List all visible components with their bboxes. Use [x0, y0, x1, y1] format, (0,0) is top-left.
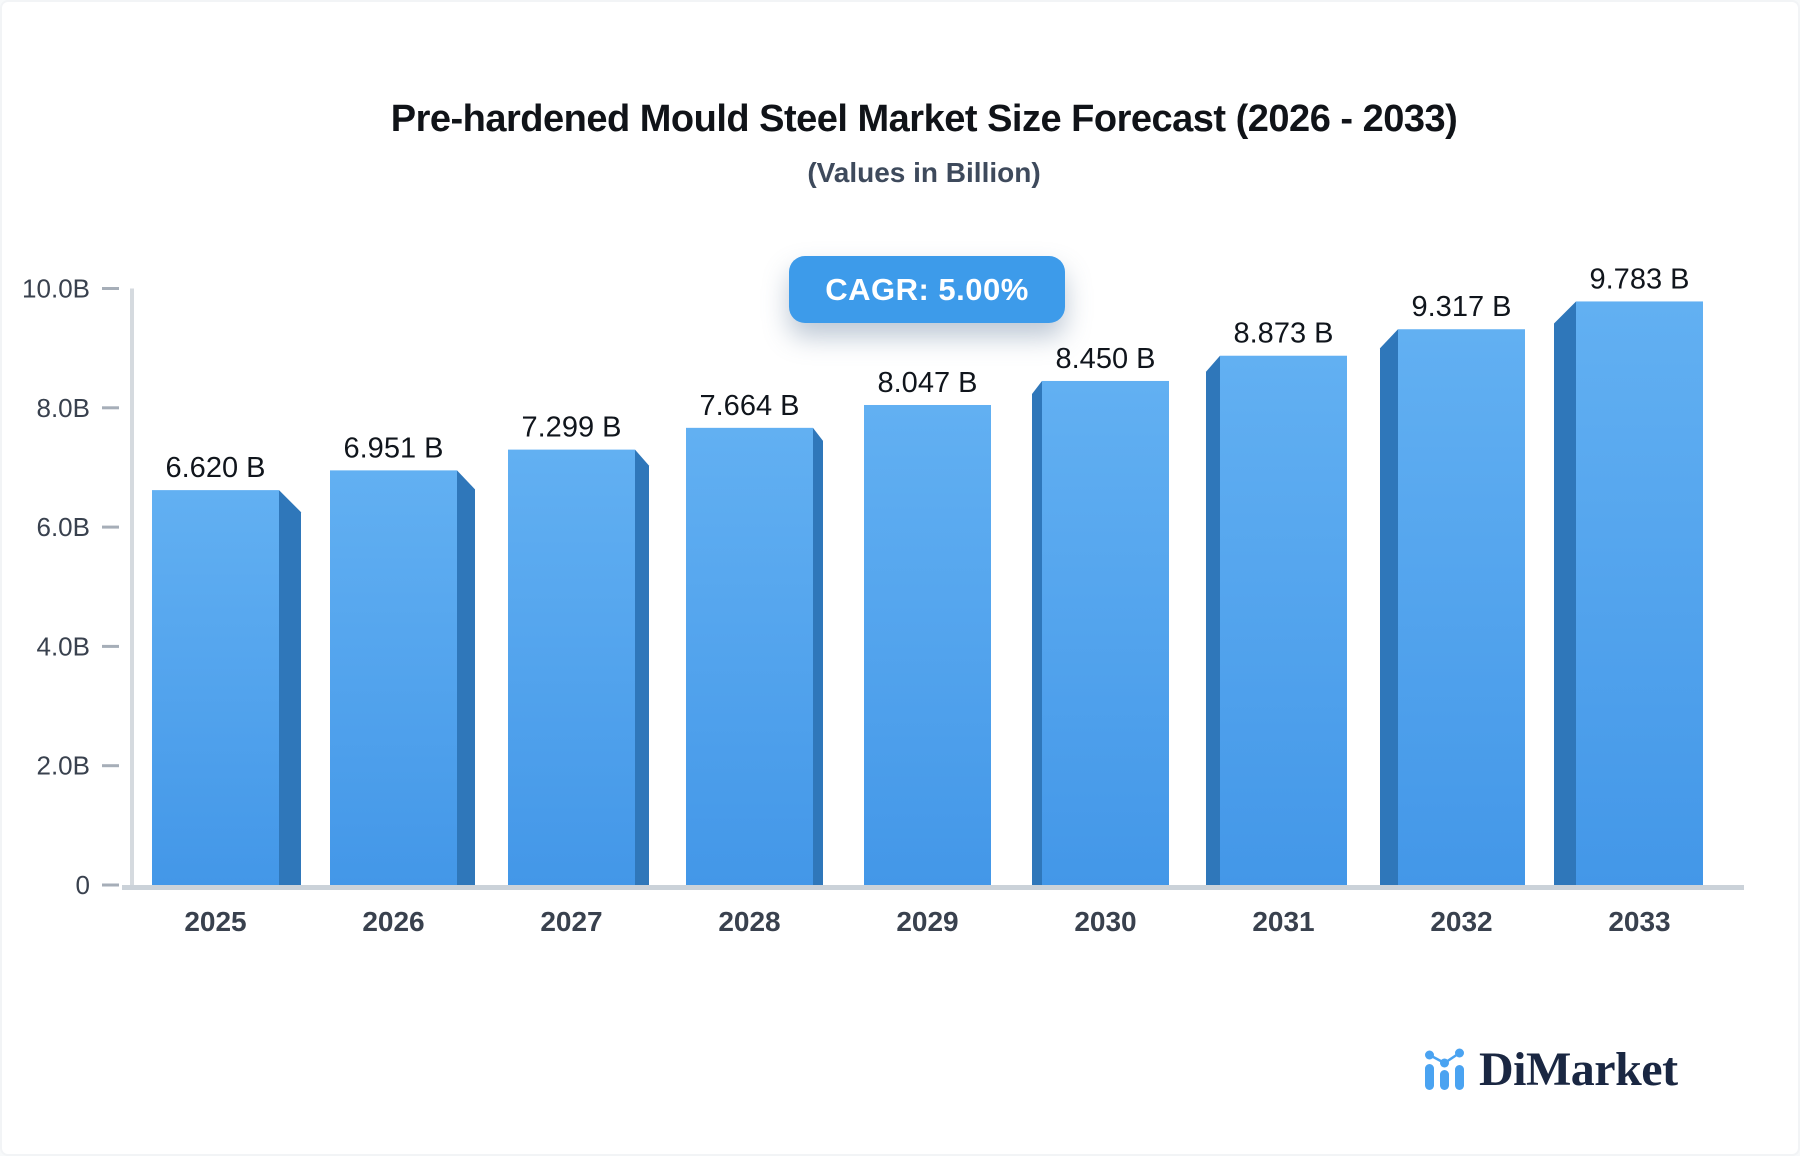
y-tick-dash — [102, 406, 119, 410]
x-axis-line — [122, 885, 1744, 890]
y-tick-label: 2.0B — [37, 751, 91, 781]
y-tick-dash — [102, 644, 119, 648]
y-tick-label: 10.0B — [22, 274, 90, 304]
y-tick-dash — [102, 764, 119, 768]
bar-side — [1206, 355, 1220, 885]
x-tick-label: 2027 — [540, 906, 602, 937]
y-tick-label: 0 — [76, 870, 90, 900]
bar-face — [152, 490, 279, 885]
bar-face — [1220, 355, 1347, 885]
brand-logo: DiMarket — [1423, 1042, 1678, 1094]
bar-face — [330, 470, 457, 885]
x-tick-label: 2033 — [1608, 906, 1670, 937]
bar-face — [1042, 380, 1169, 885]
y-tick-dash — [102, 525, 119, 529]
bar-line-chart-icon — [1425, 1048, 1464, 1090]
bar-side — [635, 449, 649, 885]
bar-value-label: 8.047 B — [878, 367, 978, 399]
y-tick-label: 8.0B — [37, 393, 91, 423]
x-tick-label: 2029 — [896, 906, 958, 937]
bar-value-label: 6.951 B — [344, 432, 444, 464]
cagr-badge-label: CAGR: 5.00% — [825, 271, 1029, 307]
y-axis-line — [130, 288, 134, 886]
bar-side — [279, 490, 301, 885]
bar-value-label: 6.620 B — [166, 452, 266, 484]
brand-name: DiMarket — [1479, 1043, 1678, 1096]
bar-value-label: 7.664 B — [700, 390, 800, 422]
x-tick-label: 2025 — [184, 906, 246, 937]
x-tick-label: 2028 — [718, 906, 780, 937]
x-tick-label: 2031 — [1252, 906, 1314, 937]
x-tick-label: 2032 — [1430, 906, 1492, 937]
bar-side — [1032, 380, 1042, 885]
bar-face — [1398, 329, 1525, 885]
bar-face — [1576, 301, 1703, 885]
bar-side — [1554, 301, 1576, 885]
bar-side — [1380, 329, 1398, 885]
bar-face — [686, 427, 813, 885]
x-tick-label: 2026 — [362, 906, 424, 937]
bar-value-label: 9.317 B — [1412, 291, 1512, 323]
y-tick-label: 4.0B — [37, 631, 91, 661]
bar-value-label: 7.299 B — [522, 412, 622, 444]
y-tick-dash — [102, 287, 119, 290]
y-tick-label: 6.0B — [37, 512, 91, 542]
bar-face — [864, 404, 991, 885]
x-tick-label: 2030 — [1074, 906, 1136, 937]
bar-face — [508, 449, 635, 885]
cagr-badge: CAGR: 5.00% — [789, 256, 1065, 323]
bar-value-label: 8.450 B — [1056, 343, 1156, 375]
y-tick-dash — [102, 883, 119, 887]
bar-value-label: 9.783 B — [1590, 263, 1690, 295]
bar-side — [457, 470, 475, 885]
bar-side — [813, 427, 823, 885]
bar-value-label: 8.873 B — [1234, 318, 1334, 350]
